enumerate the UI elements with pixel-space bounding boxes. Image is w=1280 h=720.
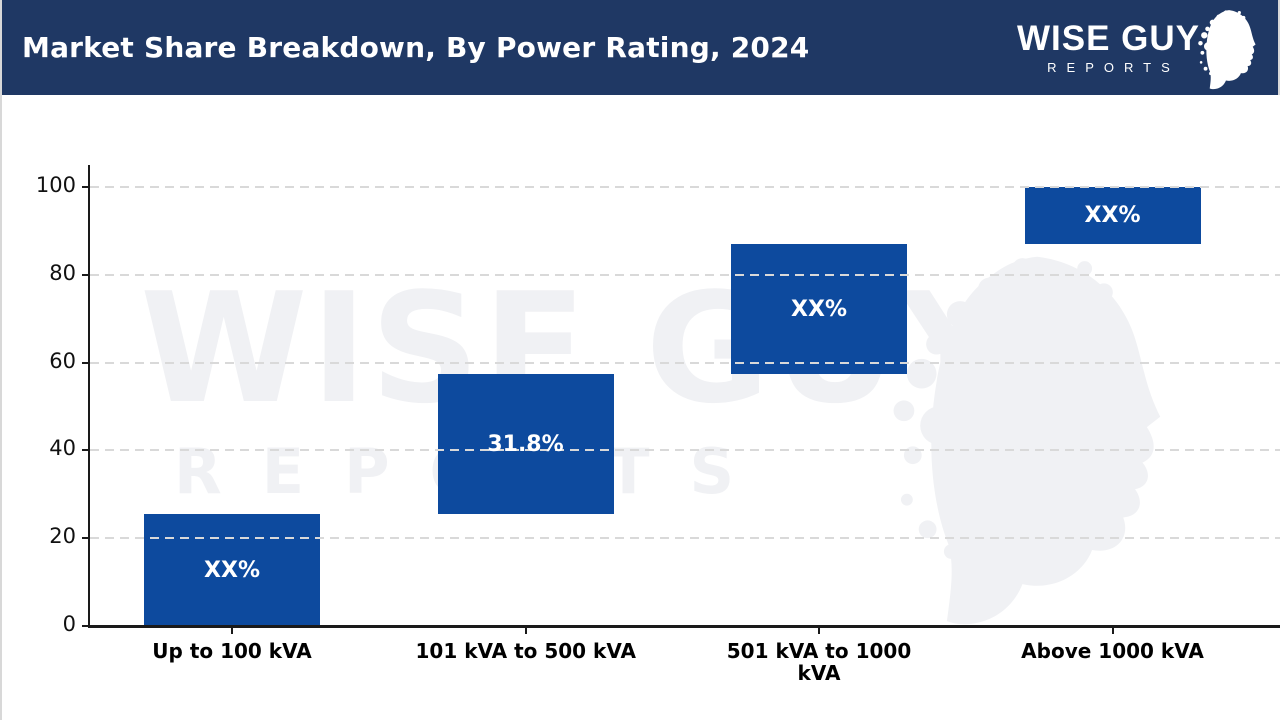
y-tick-label: 0 xyxy=(62,612,76,636)
y-gridline xyxy=(90,361,1280,364)
bar xyxy=(437,374,614,515)
watermark-head-icon xyxy=(893,256,1161,625)
y-gridline xyxy=(90,449,1280,452)
logo-brand-subtext: REPORTS xyxy=(1047,59,1180,75)
page-title: Market Share Breakdown, By Power Rating,… xyxy=(22,31,810,64)
y-tick-label: 80 xyxy=(49,260,76,285)
y-gridline xyxy=(90,537,1280,540)
x-tick-label: Up to 100 kVA xyxy=(152,639,312,663)
y-axis-spine xyxy=(88,165,90,628)
y-tick xyxy=(82,361,90,364)
y-tick xyxy=(82,625,90,627)
x-tick xyxy=(818,626,820,634)
bar-value-label: 31.8% xyxy=(487,431,564,457)
y-tick xyxy=(82,537,90,540)
x-tick xyxy=(1111,626,1114,634)
x-tick xyxy=(524,626,527,634)
wiseguy-head-icon xyxy=(1198,9,1256,89)
y-gridline xyxy=(90,186,1280,188)
y-tick-label: 40 xyxy=(49,436,76,461)
x-tick-label: 501 kVA to 1000 kVA xyxy=(726,639,912,685)
y-tick-label: 100 xyxy=(35,173,76,197)
y-tick xyxy=(82,273,90,276)
bar xyxy=(1024,187,1201,245)
y-tick-label: 60 xyxy=(49,348,76,373)
bar-value-label: XX% xyxy=(791,296,847,322)
x-tick-label: 101 kVA to 500 kVA xyxy=(415,639,636,663)
x-tick-label: Above 1000 kVA xyxy=(1021,639,1204,663)
wiseguy-logo: WISE GUY REPORTS xyxy=(1017,5,1264,91)
y-tick xyxy=(82,449,90,452)
bar xyxy=(731,244,907,375)
y-gridline xyxy=(90,273,1280,276)
y-tick-label: 20 xyxy=(49,524,76,549)
logo-brand-name: WISE GUY xyxy=(1016,18,1200,58)
y-tick xyxy=(82,186,90,188)
logo-wordmark: WISE GUY REPORTS xyxy=(1017,21,1200,75)
bar-value-label: XX% xyxy=(1084,203,1141,229)
x-tick xyxy=(231,626,233,634)
bar-value-label: XX% xyxy=(204,557,260,583)
x-axis-spine xyxy=(88,625,1280,628)
header-bar: Market Share Breakdown, By Power Rating,… xyxy=(2,0,1278,95)
bar xyxy=(144,514,320,626)
